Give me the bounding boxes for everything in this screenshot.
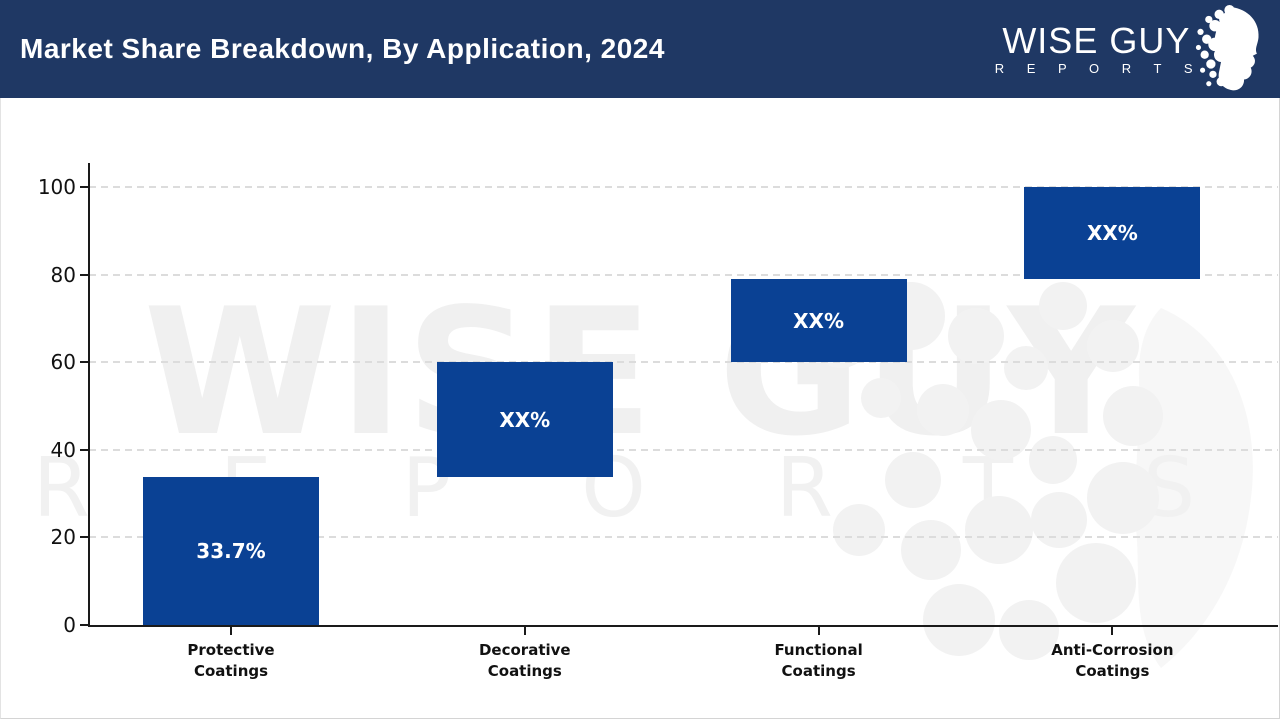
logo-text: WISE GUY R E P O R T S	[991, 22, 1202, 76]
y-tick-label: 100	[37, 175, 76, 199]
wise-guy-logo: WISE GUY R E P O R T S	[991, 4, 1270, 94]
y-gridline	[89, 536, 1278, 539]
y-tick-label: 80	[50, 262, 76, 287]
x-category-label: Protective Coatings	[187, 641, 275, 680]
y-gridline	[89, 273, 1278, 276]
y-tick-mark	[80, 448, 88, 451]
x-tick-mark	[230, 627, 232, 635]
y-tick-mark	[80, 624, 88, 626]
y-tick-label: 40	[50, 437, 76, 462]
logo-subtitle: R E P O R T S	[994, 60, 1202, 76]
chart-canvas: WISE GUY R E P O R T S 0 20 40 60 80 100 33.7%…	[0, 98, 1280, 719]
header-bar: Market Share Breakdown, By Application, …	[0, 0, 1280, 98]
bar-decorative-coatings: XX%	[436, 362, 613, 478]
x-tick-mark	[1111, 627, 1114, 635]
y-gridline	[89, 186, 1278, 188]
y-tick-label: 20	[50, 525, 76, 550]
bar-anti-corrosion-coatings: XX%	[1024, 187, 1201, 279]
y-gridline	[89, 448, 1278, 451]
logo-wordmark: WISE GUY	[1002, 20, 1191, 62]
x-tick-mark	[523, 627, 526, 635]
x-category-label: Anti-Corrosion Coatings	[1051, 641, 1174, 680]
bar-value-label: XX%	[1086, 220, 1138, 245]
y-gridline	[89, 361, 1278, 364]
x-category-label: Decorative Coatings	[478, 641, 571, 680]
x-axis-line	[89, 625, 1278, 627]
y-tick-mark	[80, 186, 88, 188]
page-title: Market Share Breakdown, By Application, …	[20, 33, 665, 64]
y-tick-mark	[80, 361, 88, 364]
bar-value-label: XX%	[499, 407, 551, 432]
y-tick-mark	[80, 536, 88, 539]
y-tick-label: 60	[50, 350, 76, 375]
y-axis-line	[88, 163, 90, 627]
logo-head-icon	[1195, 5, 1259, 91]
x-category-label: Functional Coatings	[774, 641, 863, 680]
x-tick-mark	[817, 627, 820, 635]
bar-protective-coatings: 33.7%	[143, 477, 319, 625]
y-tick-label: 0	[63, 613, 76, 637]
y-tick-mark	[80, 273, 88, 276]
bar-value-label: 33.7%	[196, 539, 266, 564]
bar-value-label: XX%	[793, 308, 845, 333]
bar-functional-coatings: XX%	[730, 278, 907, 363]
